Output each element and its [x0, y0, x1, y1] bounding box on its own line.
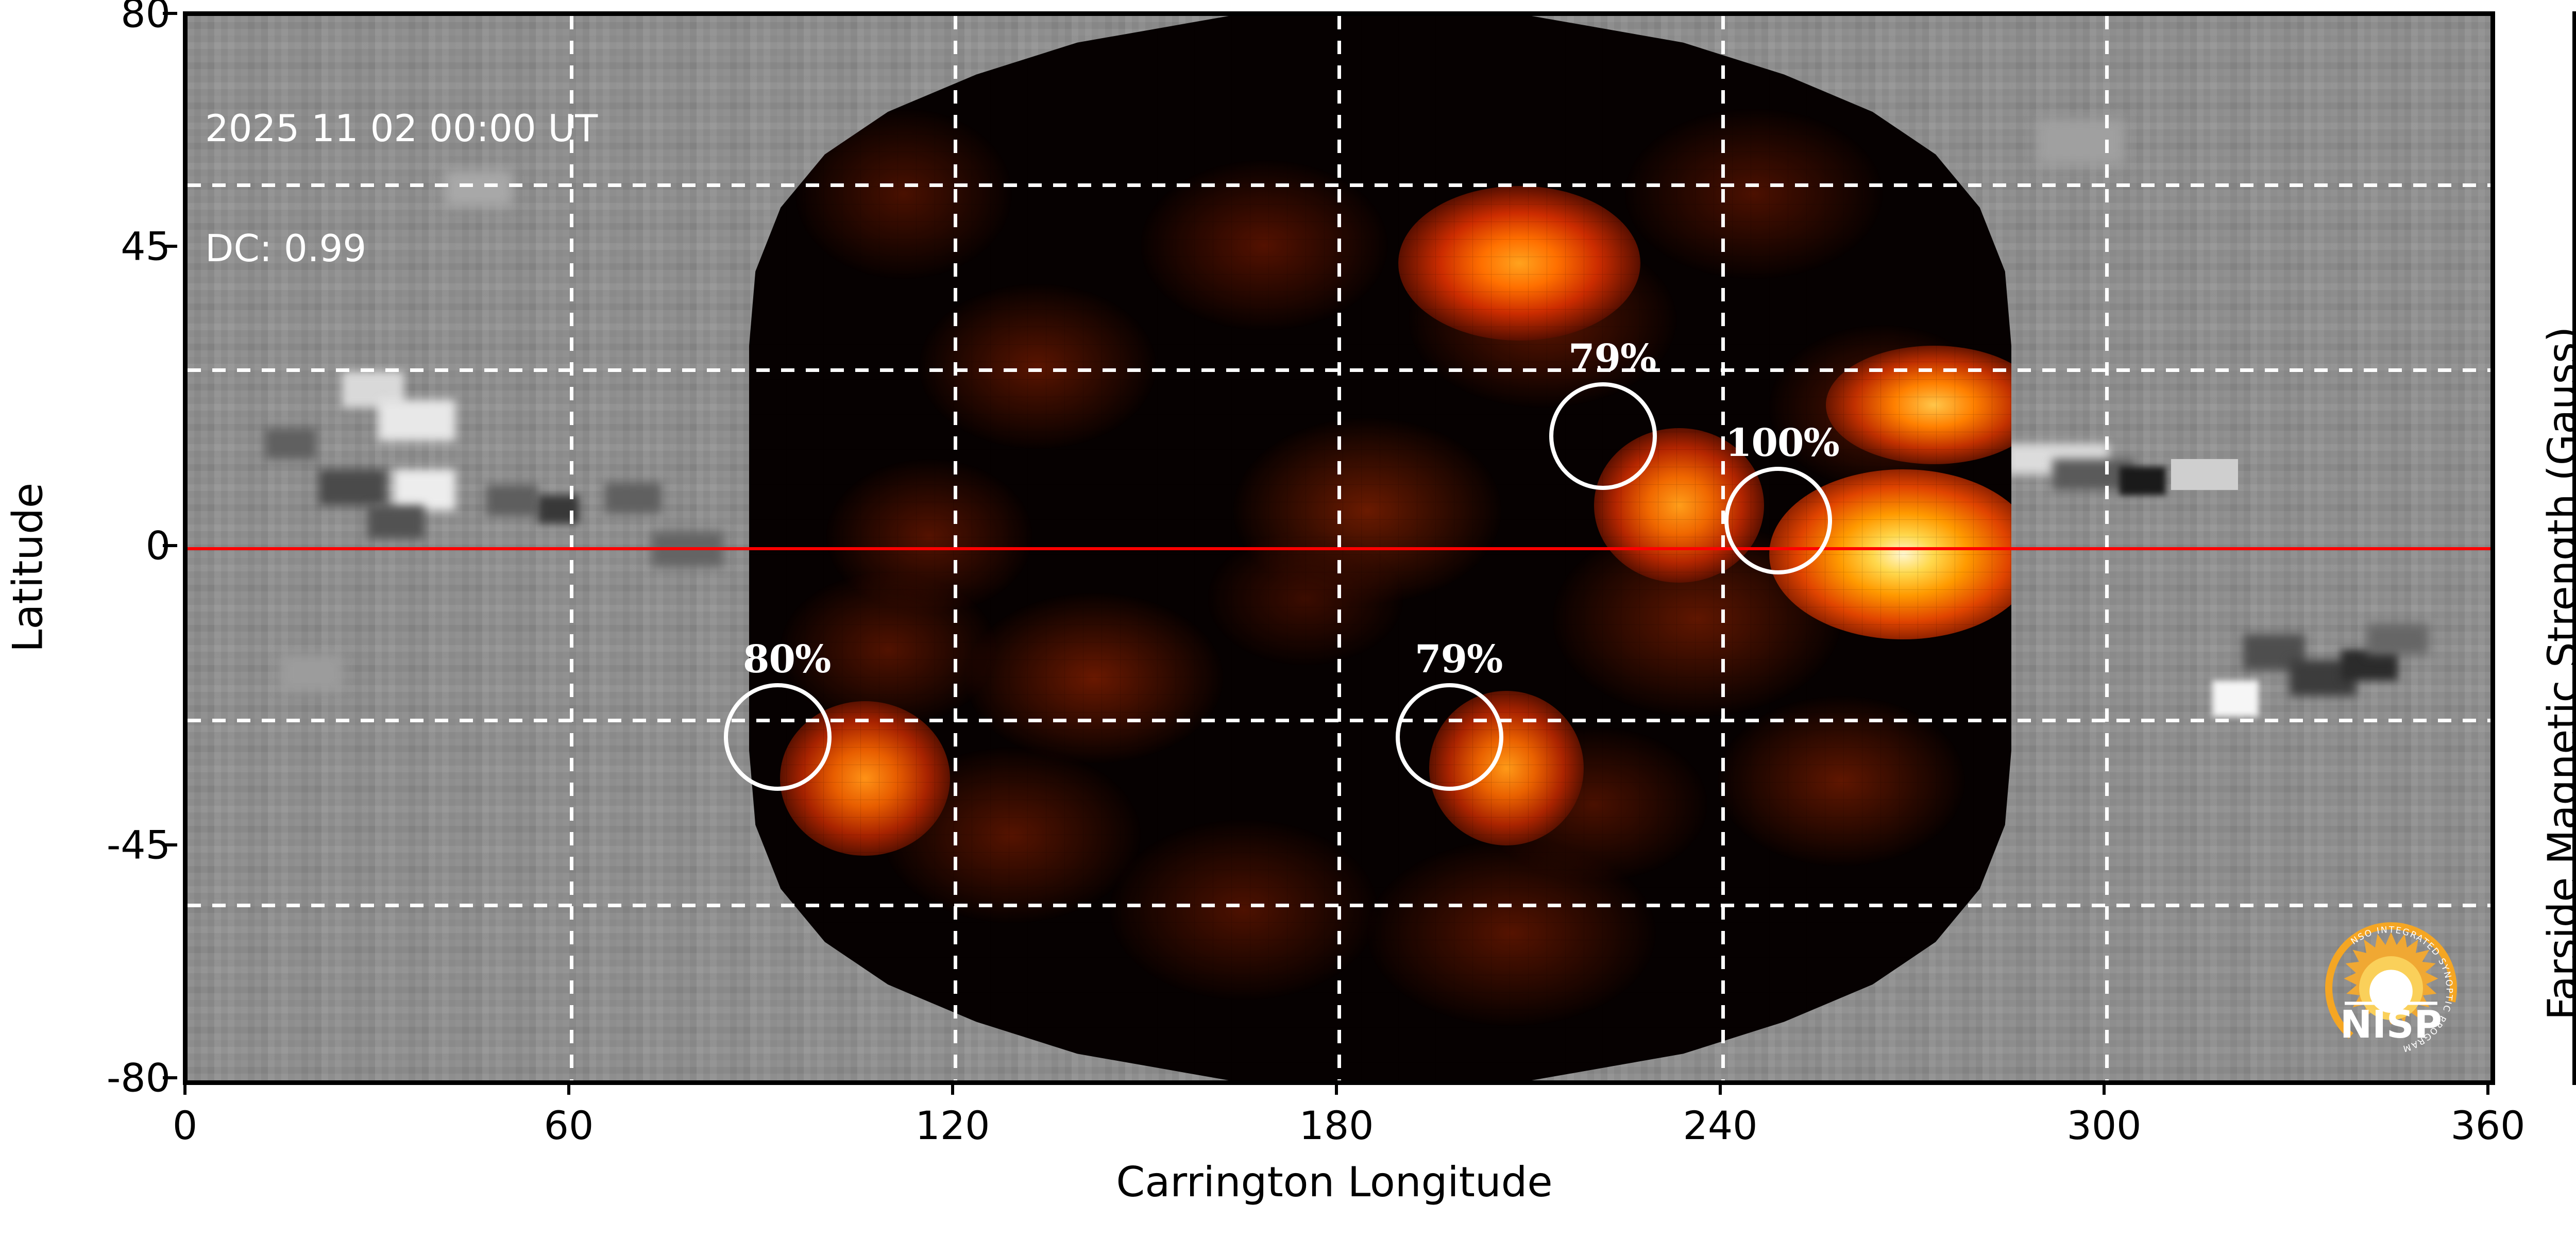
xticklabel-0: 0 — [172, 1103, 198, 1148]
yticklabel-neg80: -80 — [106, 1055, 171, 1101]
nisp-logo-svg: NISP NSO INTEGRATED SYNOPTIC PROGRAM — [2325, 922, 2457, 1054]
ar-circle-3 — [1724, 467, 1832, 574]
ytick-neg80 — [163, 1076, 177, 1079]
xtick-0 — [183, 1080, 187, 1095]
xticklabel-60: 60 — [544, 1103, 594, 1148]
nisp-logo: NISP NSO INTEGRATED SYNOPTIC PROGRAM — [2311, 908, 2471, 1068]
ytick-0 — [163, 544, 177, 547]
yticklabel-80: 80 — [121, 0, 171, 37]
equator-line — [188, 547, 2490, 550]
xtick-360 — [2486, 1080, 2489, 1095]
xticklabel-120: 120 — [915, 1103, 990, 1148]
xtick-240 — [1719, 1080, 1722, 1095]
xticklabel-240: 240 — [1683, 1103, 1758, 1148]
xtick-60 — [567, 1080, 570, 1095]
y-axis-label: Latitude — [4, 482, 52, 653]
yticklabel-neg45: -45 — [106, 822, 171, 868]
xtick-300 — [2103, 1080, 2106, 1095]
ar-label-2: 79% — [1568, 336, 1656, 381]
xticklabel-300: 300 — [2066, 1103, 2142, 1148]
x-axis-label: Carrington Longitude — [1116, 1158, 1553, 1206]
timestamp-block: 2025 11 02 00:00 UT DC: 0.99 — [205, 28, 598, 349]
data-coverage-text: DC: 0.99 — [205, 226, 367, 270]
colorbar-farside-title: Farside Magnetic Strength (Gauss) — [2540, 326, 2576, 1020]
ar-label-0: 80% — [743, 637, 831, 682]
ar-circle-2 — [1549, 382, 1657, 490]
ar-circle-1 — [1396, 683, 1503, 791]
ar-label-1: 79% — [1415, 637, 1503, 682]
ar-label-3: 100% — [1725, 421, 1840, 465]
colorbar-farside-gradient — [2572, 11, 2576, 1085]
yticklabel-0: 0 — [145, 522, 171, 569]
magnetogram-axes: 80% 79% 79% 100% 2025 11 02 00:00 UT DC:… — [183, 11, 2495, 1085]
ytick-neg45 — [163, 843, 177, 846]
ytick-45 — [163, 245, 177, 248]
nisp-acronym: NISP — [2340, 1002, 2442, 1047]
ar-circle-0 — [724, 683, 832, 791]
xticklabel-360: 360 — [2450, 1103, 2526, 1148]
yticklabel-45: 45 — [121, 223, 171, 269]
xtick-180 — [1335, 1080, 1338, 1095]
xtick-120 — [951, 1080, 954, 1095]
timestamp-text: 2025 11 02 00:00 UT — [205, 106, 598, 150]
ytick-80 — [163, 12, 177, 15]
xticklabel-180: 180 — [1299, 1103, 1374, 1148]
